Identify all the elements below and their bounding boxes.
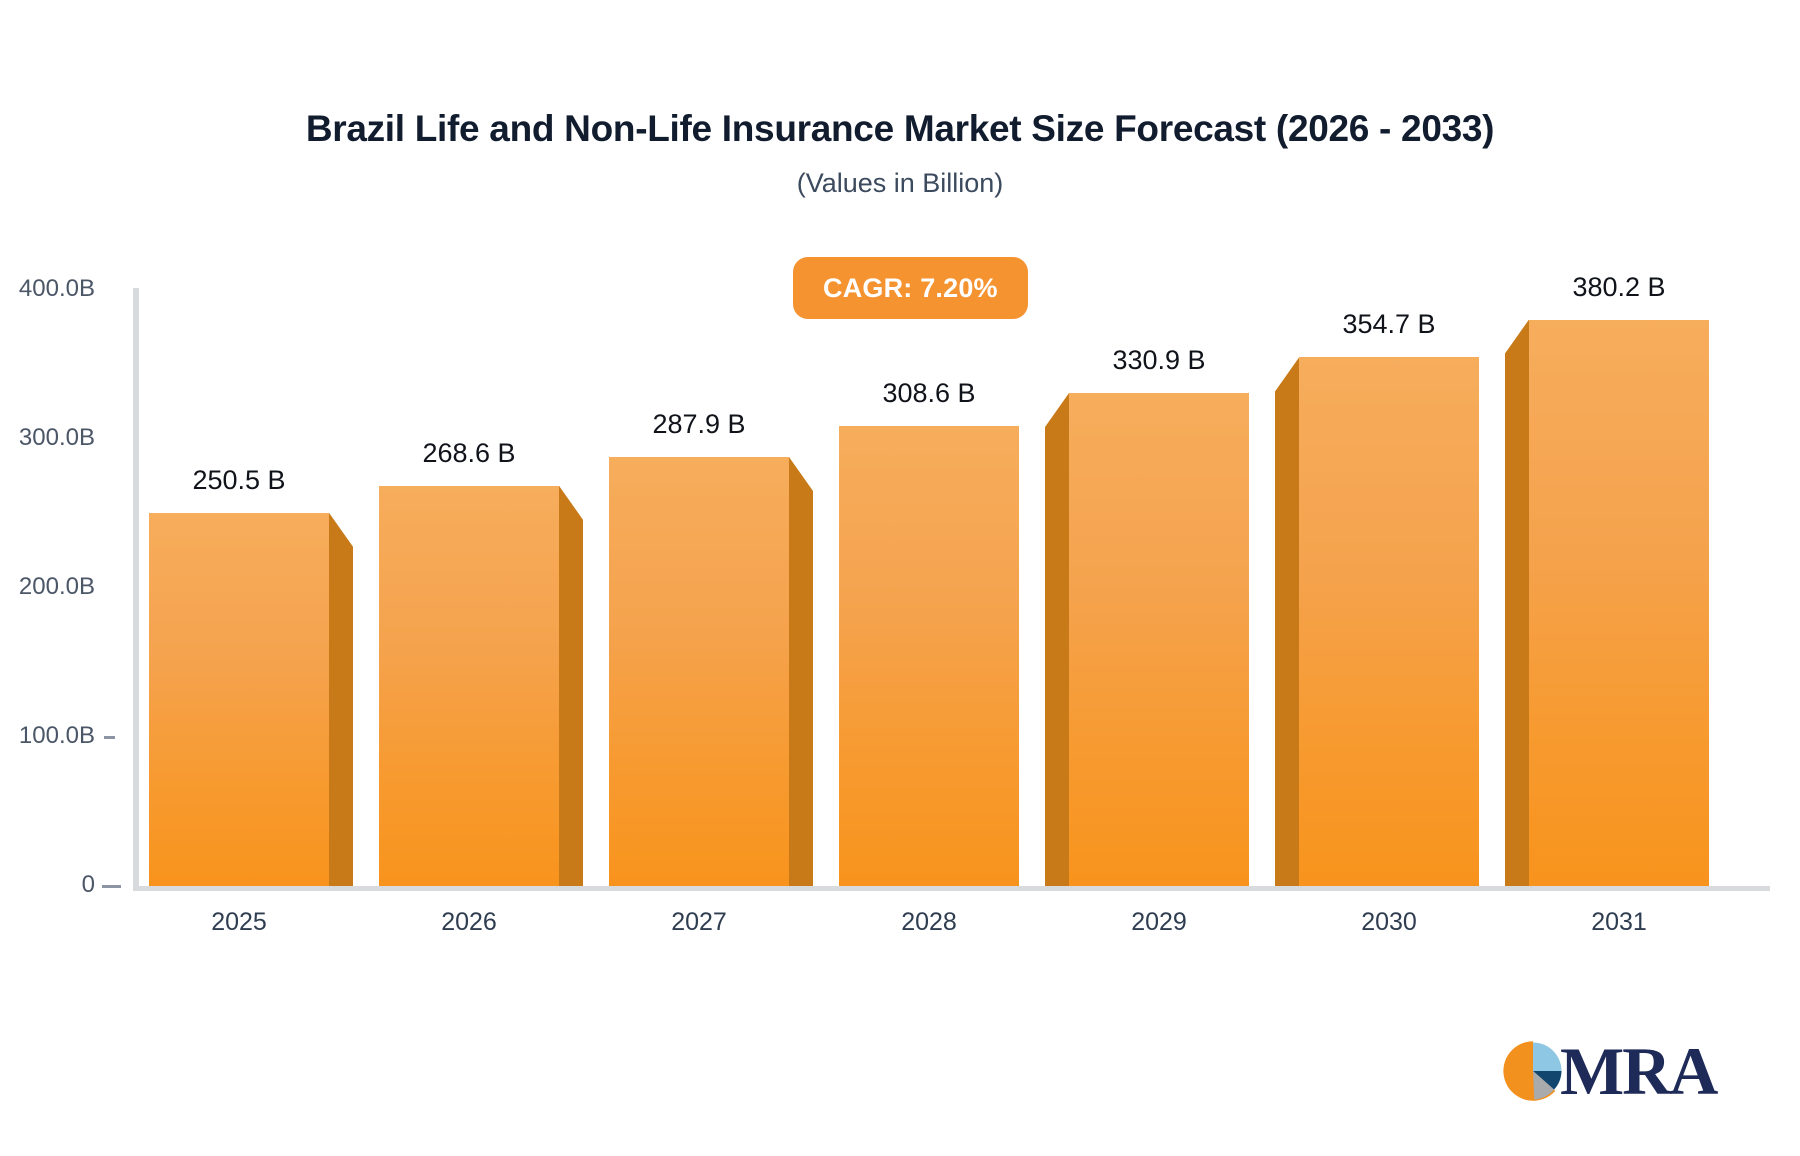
mra-logo-text: MRA <box>1560 1033 1718 1109</box>
bar-value-label: 380.2 B <box>1572 271 1666 302</box>
bar-value-label: 330.9 B <box>1112 344 1206 375</box>
chart-title: Brazil Life and Non-Life Insurance Marke… <box>305 108 1495 149</box>
y-axis-tick-label: 100.0B <box>18 722 95 749</box>
y-axis-tick-mark <box>104 736 115 739</box>
y-axis-line <box>133 288 139 890</box>
cagr-badge-label: CAGR: 7.20% <box>823 272 998 303</box>
x-axis-tick-label: 2026 <box>441 908 497 936</box>
bar-value-label: 287.9 B <box>652 409 746 440</box>
bar-value-label: 268.6 B <box>422 437 516 468</box>
bar-side-face <box>1505 319 1529 886</box>
bar-2029[interactable] <box>1045 392 1249 886</box>
x-axis-tick-label: 2025 <box>211 908 267 936</box>
bar-front-face <box>379 485 559 886</box>
cagr-badge: CAGR: 7.20% <box>793 257 1028 319</box>
bar-2031[interactable] <box>1505 319 1709 886</box>
bar-2027[interactable] <box>609 457 813 886</box>
x-axis-tick-label: 2030 <box>1361 908 1417 936</box>
x-axis-tick-label: 2031 <box>1591 908 1647 936</box>
bar-2028[interactable] <box>839 426 1019 886</box>
bar-2026[interactable] <box>379 485 583 886</box>
bar-2030[interactable] <box>1275 357 1479 886</box>
bar-front-face <box>839 426 1019 886</box>
y-axis-tick-label: 300.0B <box>18 424 95 451</box>
bar-side-face <box>1275 357 1299 886</box>
bar-front-face <box>1069 392 1249 886</box>
y-axis-tick-label: 400.0B <box>18 275 95 302</box>
bar-value-label: 250.5 B <box>192 464 286 495</box>
bar-front-face <box>609 457 789 886</box>
bar-value-label: 308.6 B <box>882 378 976 409</box>
chart-subtitle: (Values in Billion) <box>796 168 1004 198</box>
y-axis-tick-label: 0 <box>81 871 95 898</box>
y-axis-tick-label: 200.0B <box>18 573 95 600</box>
pie-chart-icon <box>1503 1041 1562 1101</box>
y-axis-tick-mark <box>102 885 121 888</box>
x-axis-tick-label: 2029 <box>1131 908 1187 936</box>
bar-side-face <box>1045 392 1069 886</box>
bar-side-face <box>789 457 813 886</box>
x-axis-tick-label: 2027 <box>671 908 727 936</box>
bar-front-face <box>149 512 329 886</box>
bar-front-face <box>1529 319 1709 886</box>
x-axis-tick-label: 2028 <box>901 908 957 936</box>
bar-side-face <box>329 512 353 886</box>
bar-2025[interactable] <box>149 512 353 886</box>
bar-value-label: 354.7 B <box>1342 309 1436 340</box>
bar-side-face <box>559 485 583 886</box>
mra-logo: MRA <box>1502 1028 1718 1114</box>
bar-front-face <box>1299 357 1479 886</box>
x-axis-line <box>133 886 1770 891</box>
